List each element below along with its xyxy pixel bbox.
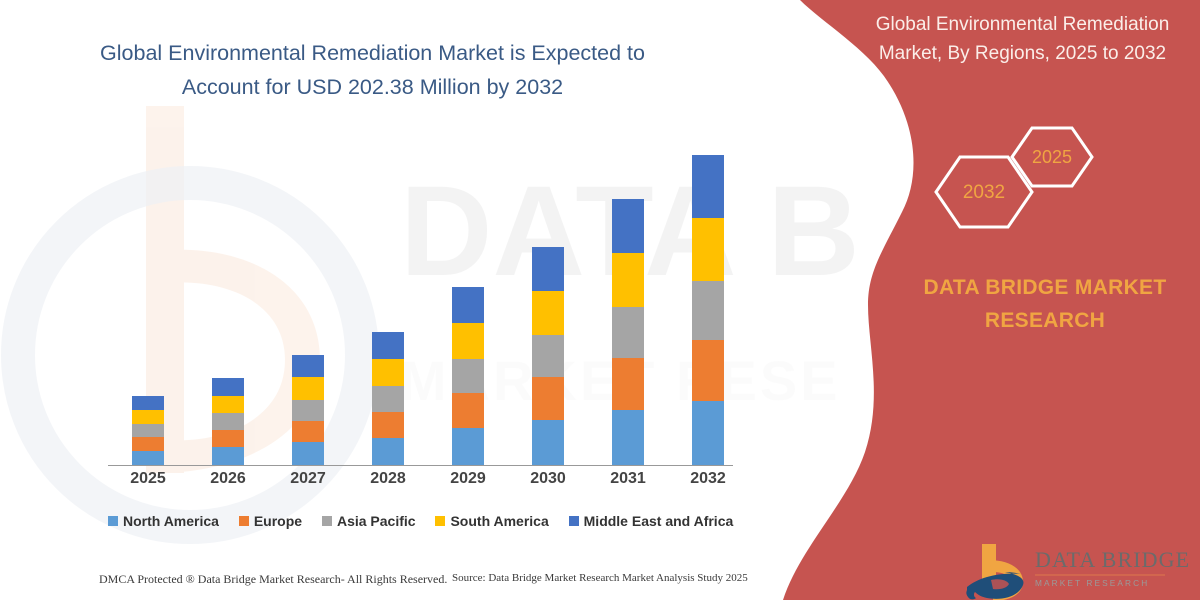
svg-text:MARKET RESEARCH: MARKET RESEARCH: [1035, 578, 1149, 588]
svg-text:2025: 2025: [1032, 147, 1072, 167]
svg-text:DATA BRIDGE: DATA BRIDGE: [1035, 547, 1190, 572]
svg-text:2032: 2032: [963, 182, 1005, 203]
